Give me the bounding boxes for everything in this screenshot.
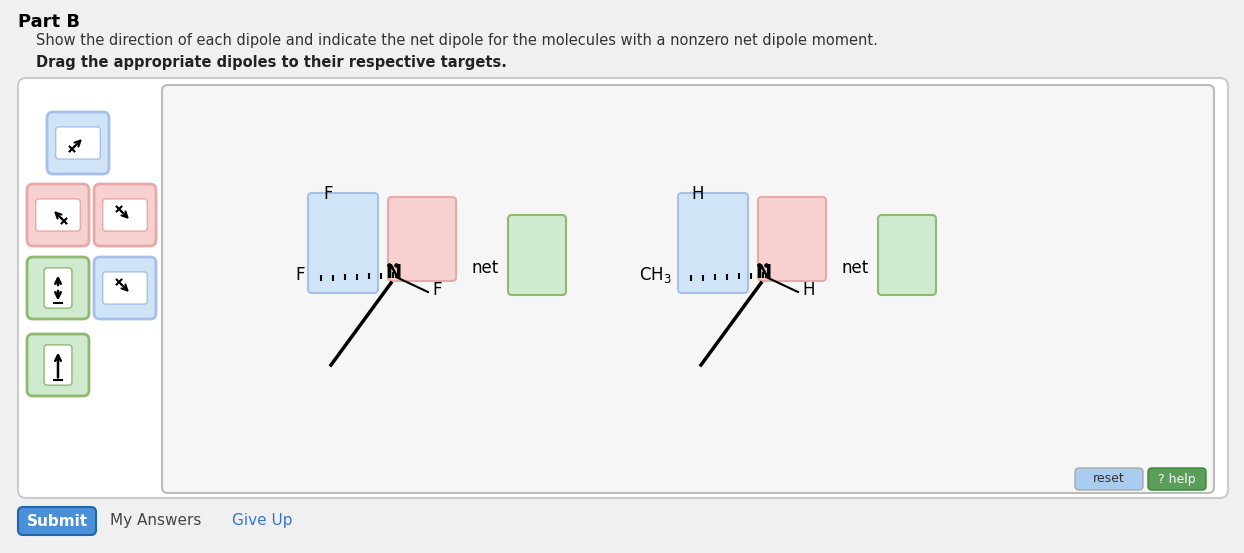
Text: CH$_3$: CH$_3$	[639, 265, 672, 285]
Text: F: F	[296, 266, 305, 284]
FancyBboxPatch shape	[17, 507, 96, 535]
FancyBboxPatch shape	[27, 184, 90, 246]
Text: F: F	[323, 185, 332, 203]
Text: F: F	[432, 281, 442, 299]
FancyBboxPatch shape	[508, 215, 566, 295]
Text: H: H	[692, 185, 704, 203]
Text: net: net	[471, 259, 499, 277]
Text: N: N	[755, 263, 771, 283]
Text: net: net	[842, 259, 870, 277]
FancyBboxPatch shape	[95, 257, 156, 319]
Text: reset: reset	[1093, 472, 1125, 486]
FancyBboxPatch shape	[47, 112, 109, 174]
Text: Part B: Part B	[17, 13, 80, 31]
Text: Submit: Submit	[26, 514, 87, 529]
FancyBboxPatch shape	[17, 78, 1228, 498]
FancyBboxPatch shape	[44, 345, 72, 385]
FancyBboxPatch shape	[678, 193, 748, 293]
FancyBboxPatch shape	[878, 215, 935, 295]
FancyBboxPatch shape	[56, 127, 101, 159]
FancyBboxPatch shape	[44, 268, 72, 308]
FancyBboxPatch shape	[103, 272, 147, 304]
Text: N: N	[384, 263, 401, 283]
Text: H: H	[802, 281, 815, 299]
FancyBboxPatch shape	[1148, 468, 1205, 490]
Text: Drag the appropriate dipoles to their respective targets.: Drag the appropriate dipoles to their re…	[36, 55, 506, 70]
FancyBboxPatch shape	[162, 85, 1214, 493]
FancyBboxPatch shape	[309, 193, 378, 293]
FancyBboxPatch shape	[27, 334, 90, 396]
FancyBboxPatch shape	[36, 199, 81, 231]
Text: My Answers: My Answers	[109, 514, 202, 529]
FancyBboxPatch shape	[103, 199, 147, 231]
FancyBboxPatch shape	[758, 197, 826, 281]
FancyBboxPatch shape	[388, 197, 457, 281]
FancyBboxPatch shape	[27, 257, 90, 319]
Text: Show the direction of each dipole and indicate the net dipole for the molecules : Show the direction of each dipole and in…	[36, 33, 878, 48]
Text: ? help: ? help	[1158, 472, 1195, 486]
FancyBboxPatch shape	[95, 184, 156, 246]
Text: Give Up: Give Up	[231, 514, 292, 529]
FancyBboxPatch shape	[1075, 468, 1143, 490]
